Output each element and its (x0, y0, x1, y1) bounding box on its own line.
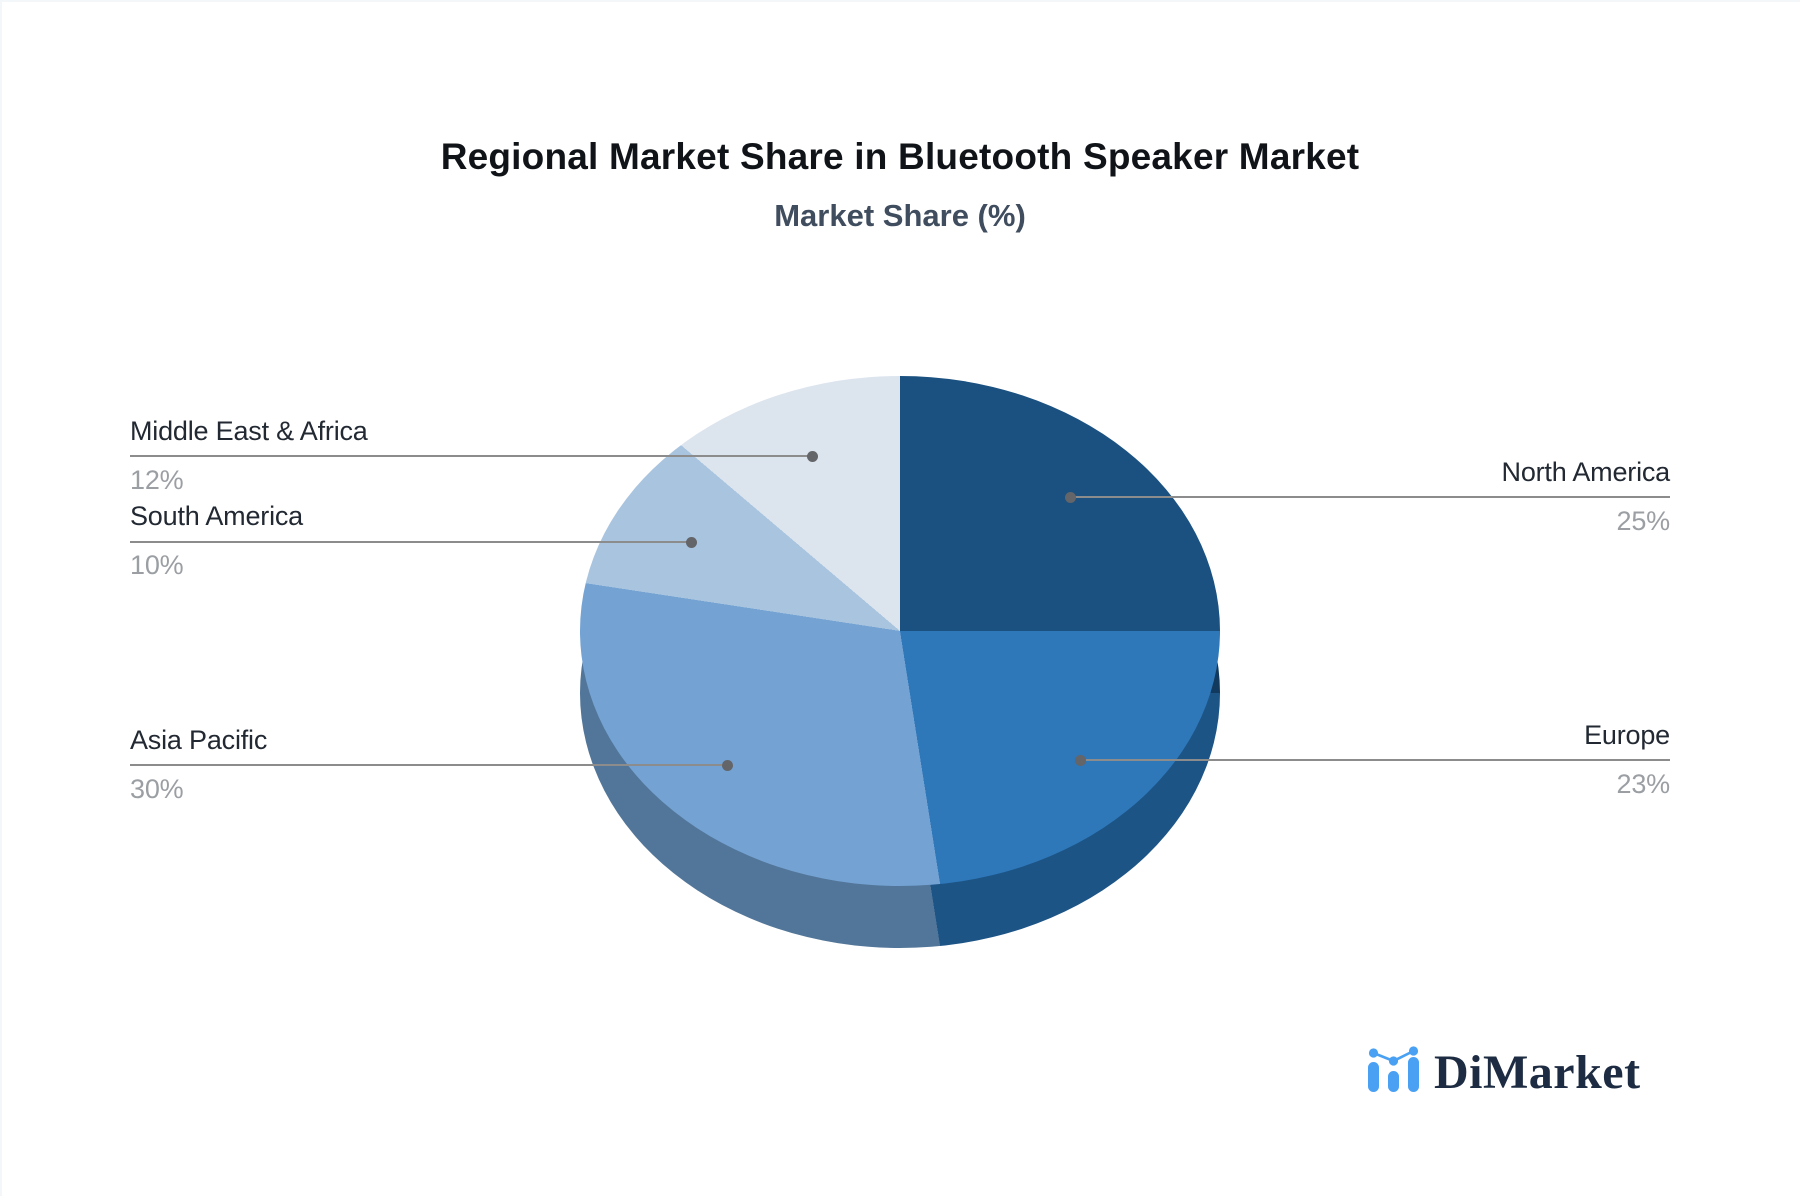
pie-chart[interactable] (580, 376, 1220, 886)
chart-title: Regional Market Share in Bluetooth Speak… (440, 136, 1360, 177)
leader-dot-asia-pacific (722, 760, 733, 771)
logo-bar-line-chart-icon (1368, 1046, 1419, 1092)
slice-label-south-america: South America (130, 501, 303, 531)
slice-label-asia-pacific: Asia Pacific (130, 725, 268, 755)
leader-line-asia-pacific (130, 764, 727, 766)
logo-wordmark: DiMarket (1434, 1046, 1641, 1099)
leader-line-north-america (1070, 496, 1670, 498)
slice-percent-south-america: 10% (130, 550, 184, 580)
slice-percent-north-america: 25% (1616, 506, 1671, 536)
leader-line-europe (1080, 759, 1670, 761)
slice-percent-middle-east-africa: 12% (130, 465, 184, 495)
leader-line-south-america (130, 541, 691, 543)
leader-dot-south-america (686, 537, 697, 548)
slice-label-middle-east-africa: Middle East & Africa (130, 416, 368, 446)
slice-percent-europe: 23% (1616, 769, 1671, 799)
leader-dot-north-america (1065, 492, 1076, 503)
leader-dot-europe (1075, 755, 1086, 766)
chart-subtitle: Market Share (%) (774, 198, 1026, 233)
slice-label-europe: Europe (1584, 720, 1670, 750)
slice-label-north-america: North America (1501, 457, 1671, 487)
slice-percent-asia-pacific: 30% (130, 774, 184, 804)
leader-line-middle-east-africa (130, 455, 812, 457)
leader-dot-middle-east-africa (807, 451, 818, 462)
